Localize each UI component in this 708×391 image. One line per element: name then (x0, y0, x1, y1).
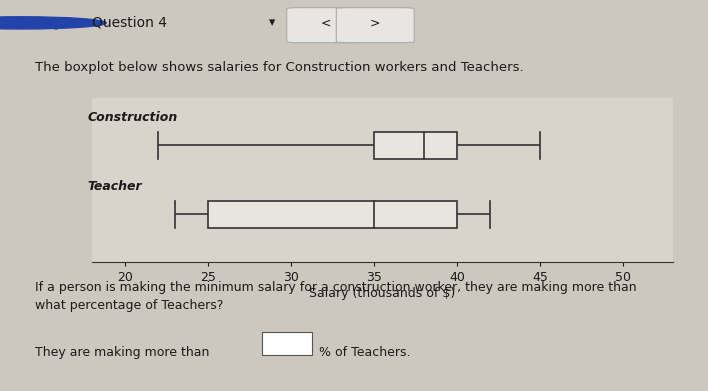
FancyBboxPatch shape (287, 7, 365, 43)
Circle shape (0, 17, 106, 29)
X-axis label: Salary (thousands of $): Salary (thousands of $) (309, 287, 455, 300)
Text: Teacher: Teacher (87, 180, 142, 193)
Bar (374, 132, 457, 159)
Text: <: < (321, 16, 331, 29)
Bar (208, 201, 457, 228)
Text: % of Teachers.: % of Teachers. (319, 346, 410, 359)
Text: >: > (370, 16, 380, 29)
FancyBboxPatch shape (336, 7, 414, 43)
Text: ●: ● (50, 16, 62, 30)
Text: If a person is making the minimum salary for a construction worker, they are mak: If a person is making the minimum salary… (35, 282, 637, 312)
Text: Question 4: Question 4 (92, 16, 167, 30)
Text: They are making more than: They are making more than (35, 346, 210, 359)
Text: The boxplot below shows salaries for Construction workers and Teachers.: The boxplot below shows salaries for Con… (35, 61, 524, 74)
Text: ▾: ▾ (269, 16, 275, 29)
FancyBboxPatch shape (262, 332, 312, 355)
Text: Construction: Construction (87, 111, 177, 124)
